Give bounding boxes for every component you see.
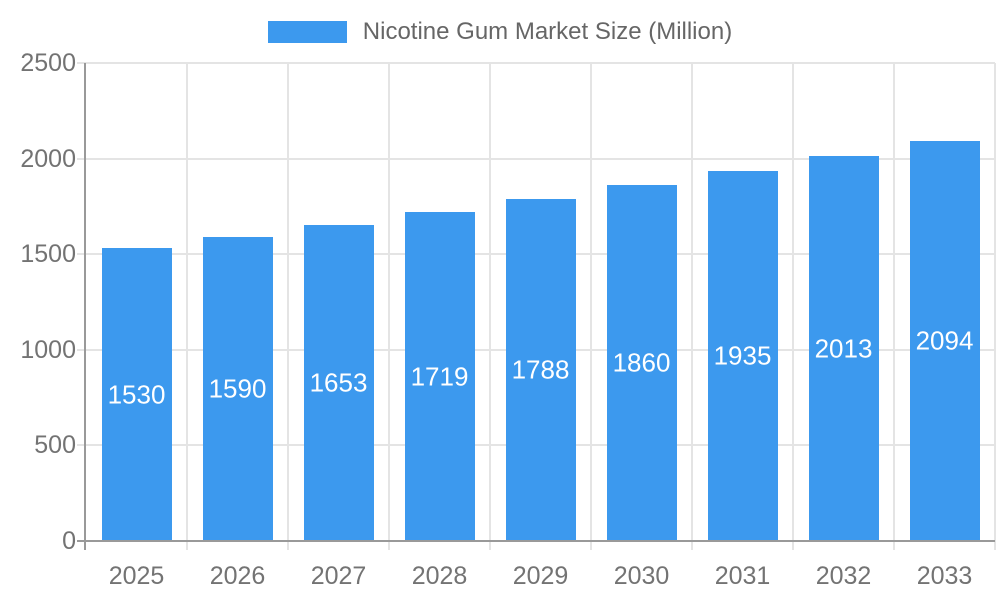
v-gridline (186, 63, 188, 541)
h-gridline (86, 157, 995, 160)
v-gridline (792, 63, 794, 541)
x-axis-tick (489, 541, 491, 550)
bar-value-label: 1590 (208, 373, 267, 404)
x-axis-tick (691, 541, 693, 550)
v-gridline (893, 63, 895, 541)
bar-2029[interactable] (505, 199, 576, 541)
x-axis-tick (388, 541, 390, 550)
bar-value-label: 1653 (309, 367, 368, 398)
v-gridline (388, 63, 390, 541)
x-tick-label: 2031 (714, 562, 771, 590)
y-tick-label: 1500 (20, 240, 76, 269)
x-tick-label: 2028 (411, 562, 468, 590)
bar-value-label: 2094 (915, 325, 974, 356)
bar-value-label: 2013 (814, 333, 873, 364)
y-axis-tick (77, 540, 86, 542)
v-gridline (691, 63, 693, 541)
bar-2031[interactable] (707, 171, 778, 541)
y-tick-label: 2500 (20, 49, 76, 77)
x-tick-label: 2033 (916, 562, 973, 590)
legend-label: Nicotine Gum Market Size (Million) (362, 18, 733, 45)
legend-swatch (267, 21, 347, 43)
x-axis-tick (590, 541, 592, 550)
bar-value-label: 1719 (410, 361, 469, 392)
bar-2028[interactable] (404, 212, 475, 541)
x-tick-label: 2030 (613, 562, 670, 590)
bar-2027[interactable] (303, 224, 374, 541)
y-tick-label: 0 (62, 527, 76, 555)
bar-value-label: 1788 (511, 354, 570, 385)
v-gridline (590, 63, 592, 541)
x-axis-tick (287, 541, 289, 550)
v-gridline (287, 63, 289, 541)
bar-2032[interactable] (808, 156, 879, 541)
y-axis-tick (77, 253, 86, 256)
legend[interactable]: Nicotine Gum Market Size (Million) (0, 18, 1000, 46)
x-axis-tick (792, 541, 794, 550)
bar-2033[interactable] (909, 140, 980, 541)
x-tick-label: 2026 (209, 562, 266, 590)
bar-value-label: 1860 (612, 347, 671, 378)
h-gridline (86, 62, 995, 64)
y-tick-label: 500 (34, 431, 76, 460)
x-axis-tick (186, 541, 188, 550)
x-tick-label: 2025 (108, 562, 165, 590)
v-gridline (994, 63, 996, 541)
x-tick-label: 2029 (512, 562, 569, 590)
y-tick-label: 2000 (20, 144, 76, 173)
y-axis-tick (77, 62, 86, 64)
y-axis-line (84, 63, 86, 550)
bar-value-label: 1530 (107, 379, 166, 410)
bar-value-label: 1935 (713, 340, 772, 371)
y-axis-tick (77, 444, 86, 447)
y-axis-tick (77, 348, 86, 351)
x-tick-label: 2032 (815, 562, 872, 590)
x-axis-tick (994, 541, 996, 550)
y-axis-tick (77, 157, 86, 160)
v-gridline (489, 63, 491, 541)
x-tick-label: 2027 (310, 562, 367, 590)
x-axis-tick (893, 541, 895, 550)
y-tick-label: 1000 (20, 335, 76, 364)
x-axis-line (84, 540, 995, 542)
bar-2026[interactable] (202, 236, 273, 541)
bar-2025[interactable] (101, 248, 172, 541)
bar-2030[interactable] (606, 185, 677, 541)
